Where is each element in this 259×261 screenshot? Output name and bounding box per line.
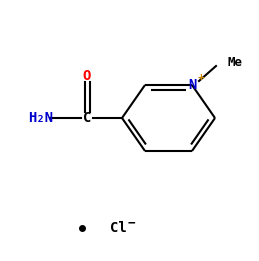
Text: −: − [128, 217, 135, 229]
Text: O: O [83, 69, 91, 83]
Text: C: C [83, 111, 91, 125]
Text: +: + [198, 72, 204, 82]
Text: Cl: Cl [110, 221, 127, 235]
Text: N: N [188, 78, 196, 92]
Text: Me: Me [228, 56, 243, 68]
Text: H₂N: H₂N [28, 111, 53, 125]
